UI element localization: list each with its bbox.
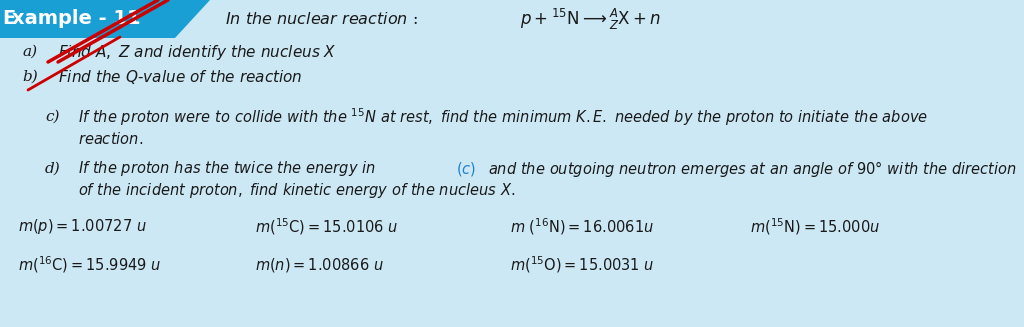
Text: $m({}^{15}\mathrm{N}) = 15.000u$: $m({}^{15}\mathrm{N}) = 15.000u$ bbox=[750, 217, 880, 237]
Text: $\it{In\ the\ nuclear\ reaction}$ :: $\it{In\ the\ nuclear\ reaction}$ : bbox=[225, 10, 418, 27]
Text: $\it{and\ the\ outgoing\ neutron\ emerges\ at\ an\ angle\ of\ 90°\ with\ the\ di: $\it{and\ the\ outgoing\ neutron\ emerge… bbox=[488, 159, 1017, 179]
Text: $m(n) = 1.00866\ u$: $m(n) = 1.00866\ u$ bbox=[255, 256, 384, 274]
Text: $\it{reaction.}$: $\it{reaction.}$ bbox=[78, 131, 143, 147]
Text: E: E bbox=[2, 9, 15, 28]
Text: $\it{If\ the\ proton\ has\ the\ twice\ the\ energy\ in\ }$: $\it{If\ the\ proton\ has\ the\ twice\ t… bbox=[78, 160, 376, 179]
Text: c): c) bbox=[45, 110, 59, 124]
Text: a): a) bbox=[22, 45, 37, 59]
Text: $m(p) = 1.00727\ u$: $m(p) = 1.00727\ u$ bbox=[18, 217, 146, 236]
Text: $m({}^{15}\mathrm{C}) = 15.0106\ u$: $m({}^{15}\mathrm{C}) = 15.0106\ u$ bbox=[255, 217, 398, 237]
Polygon shape bbox=[0, 0, 210, 38]
Text: $\it{Find\ the\ Q\text{-}value\ of\ the\ reaction}$: $\it{Find\ the\ Q\text{-}value\ of\ the\… bbox=[58, 68, 302, 86]
Text: $\it{If\ the\ proton\ were\ to\ collide\ with\ the\ }$${}^{15}$$\it{N\ at\ rest,: $\it{If\ the\ proton\ were\ to\ collide\… bbox=[78, 106, 928, 128]
Text: $\it{(c)}$: $\it{(c)}$ bbox=[456, 160, 476, 178]
Text: $m({}^{16}\mathrm{C}) = 15.9949\ u$: $m({}^{16}\mathrm{C}) = 15.9949\ u$ bbox=[18, 255, 162, 275]
Text: $m({}^{15}\mathrm{O}) = 15.0031\ u$: $m({}^{15}\mathrm{O}) = 15.0031\ u$ bbox=[510, 255, 654, 275]
Text: xample - 11: xample - 11 bbox=[12, 9, 140, 28]
Text: b): b) bbox=[22, 70, 38, 84]
Text: $\it{of\ the\ incident\ proton,\ find\ kinetic\ energy\ of\ the\ nucleus\ X.}$: $\it{of\ the\ incident\ proton,\ find\ k… bbox=[78, 181, 515, 200]
Text: d): d) bbox=[45, 162, 60, 176]
Text: $m\ ({}^{16}\mathrm{N}) = 16.0061u$: $m\ ({}^{16}\mathrm{N}) = 16.0061u$ bbox=[510, 217, 654, 237]
Text: $p + {}^{15}\mathrm{N} \longrightarrow {}^{A}_{Z}\mathrm{X} + n$: $p + {}^{15}\mathrm{N} \longrightarrow {… bbox=[520, 7, 662, 31]
Text: $\it{Find\ A,\ Z\ and\ identify\ the\ nucleus\ X}$: $\it{Find\ A,\ Z\ and\ identify\ the\ nu… bbox=[58, 43, 337, 61]
